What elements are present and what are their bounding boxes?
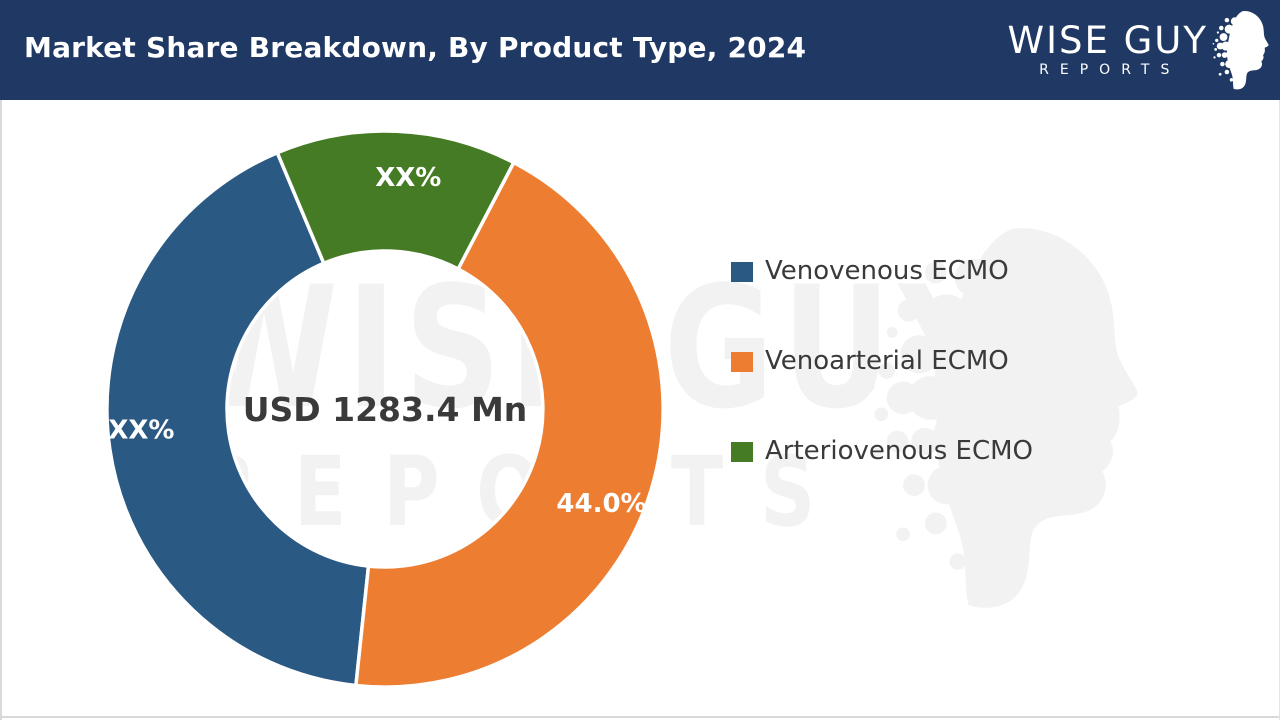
legend-swatch-orange (731, 351, 753, 372)
pie-segment-venoarterial-ecmo (354, 160, 665, 689)
slice-label-arteriovenous-ecmo: XX% (375, 163, 441, 193)
legend-label: Arteriovenous ECMO (765, 436, 1034, 466)
header-bar: Market Share Breakdown, By Product Type,… (0, 0, 1280, 100)
brand-subtitle: REPORTS (1039, 61, 1181, 78)
bottom-divider (2, 716, 1279, 718)
slice-label-venovenous-ecmo: XX% (108, 415, 174, 445)
legend-label: Venovenous ECMO (765, 256, 1009, 286)
legend-swatch-green (731, 441, 753, 462)
legend-swatch-blue (731, 261, 753, 282)
chart-legend: Venovenous ECMO Venoarterial ECMO Arteri… (731, 256, 1033, 467)
page-title: Market Share Breakdown, By Product Type,… (24, 30, 807, 64)
legend-label: Venoarterial ECMO (765, 346, 1009, 376)
face-profile-icon (1210, 7, 1272, 93)
slice-label-venoarterial-ecmo: 44.0% (556, 489, 646, 519)
legend-item-venoarterial-ecmo: Venoarterial ECMO (731, 346, 1033, 377)
pie-segment-venovenous-ecmo (105, 150, 371, 688)
legend-item-venovenous-ecmo: Venovenous ECMO (731, 256, 1033, 287)
brand-name: WISE GUY (1007, 19, 1208, 63)
donut-center-value: USD 1283.4 Mn (243, 390, 528, 429)
brand-logo: WISE GUY REPORTS (1008, 4, 1272, 96)
chart-canvas: WISE GUY REPORTS XX%XX%44.0%USD 1283.4 M… (0, 100, 1280, 720)
legend-item-arteriovenous-ecmo: Arteriovenous ECMO (731, 436, 1033, 467)
donut-chart: XX% XX% 44.0% USD 1283.4 Mn (105, 129, 665, 689)
brand-logo-text: WISE GUY REPORTS (1007, 19, 1208, 78)
